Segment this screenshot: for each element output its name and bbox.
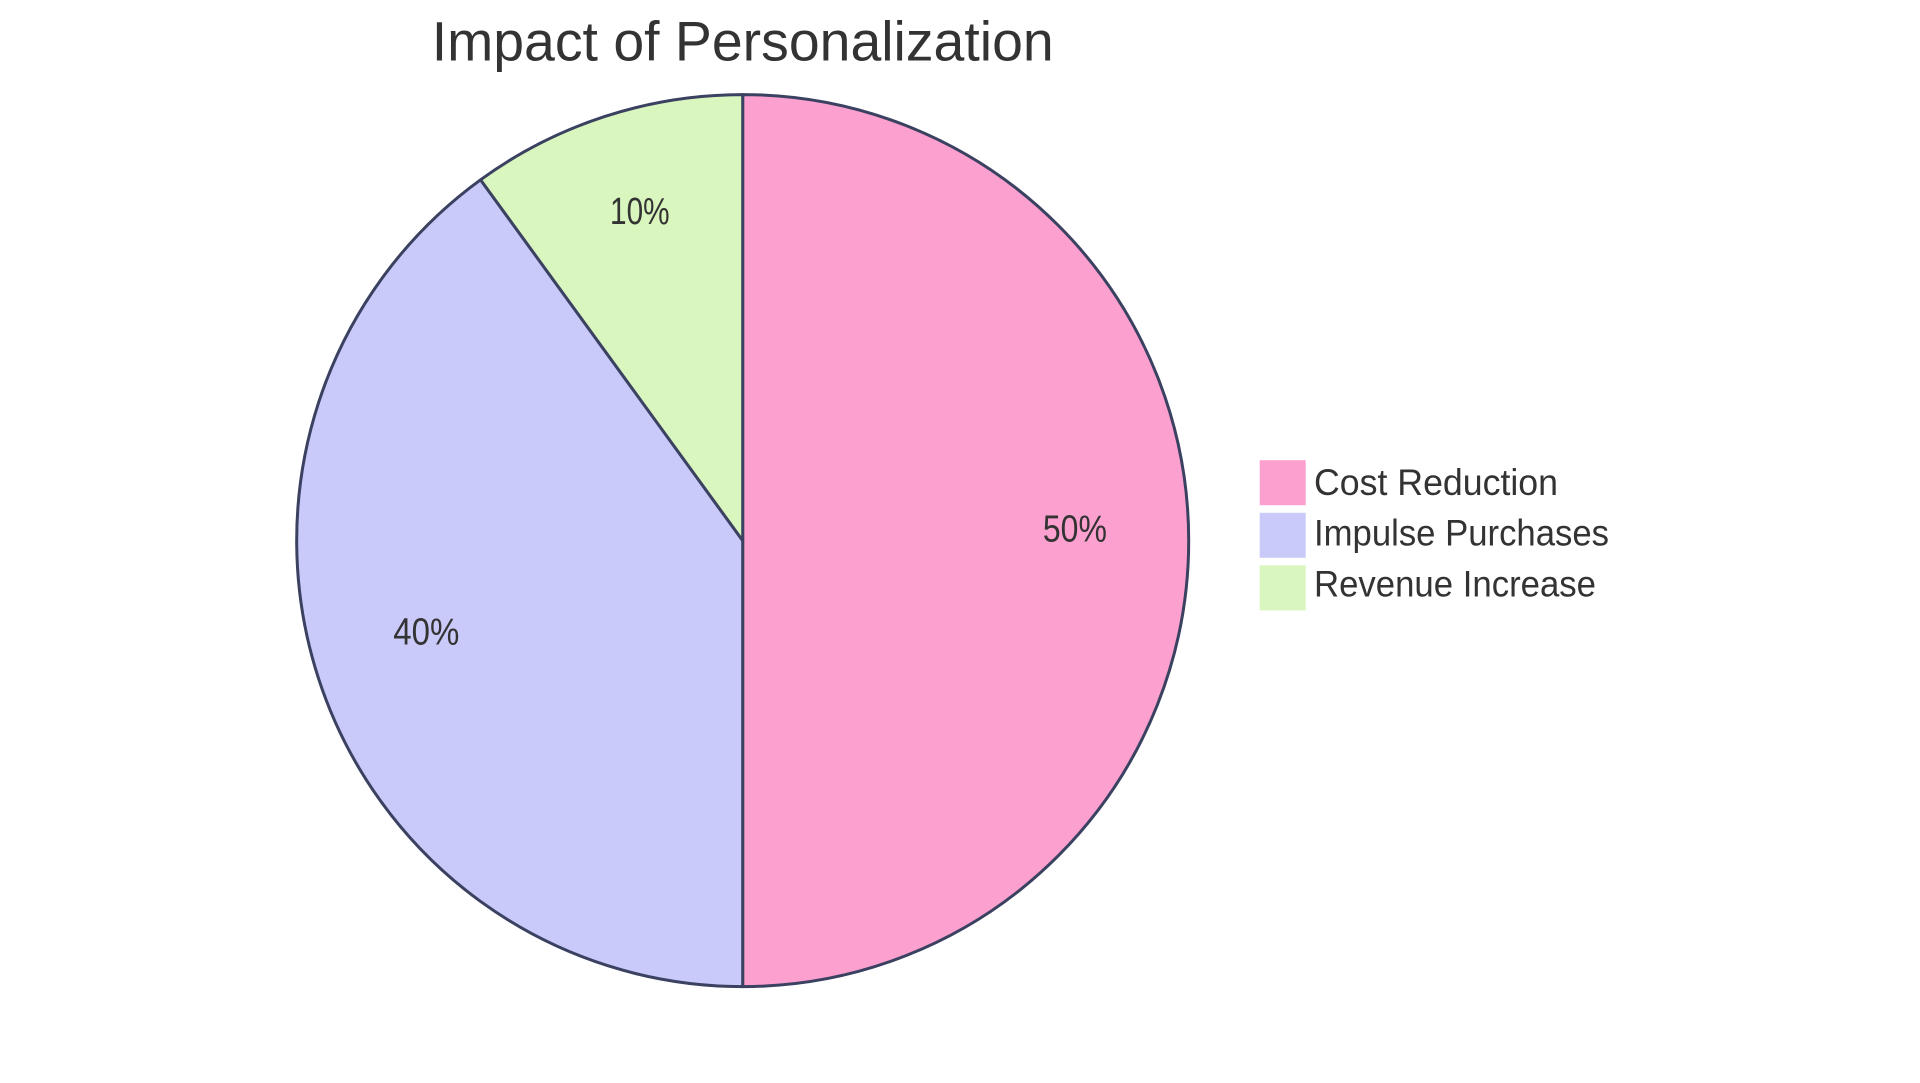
svg-text:10%: 10% — [610, 191, 670, 233]
svg-text:50%: 50% — [1043, 509, 1107, 551]
svg-text:Revenue Increase: Revenue Increase — [1314, 563, 1596, 605]
svg-text:Impact of Personalization: Impact of Personalization — [432, 11, 1054, 73]
svg-text:40%: 40% — [393, 611, 459, 653]
svg-text:Cost Reduction: Cost Reduction — [1314, 461, 1558, 503]
svg-text:Impulse Purchases: Impulse Purchases — [1314, 511, 1609, 553]
